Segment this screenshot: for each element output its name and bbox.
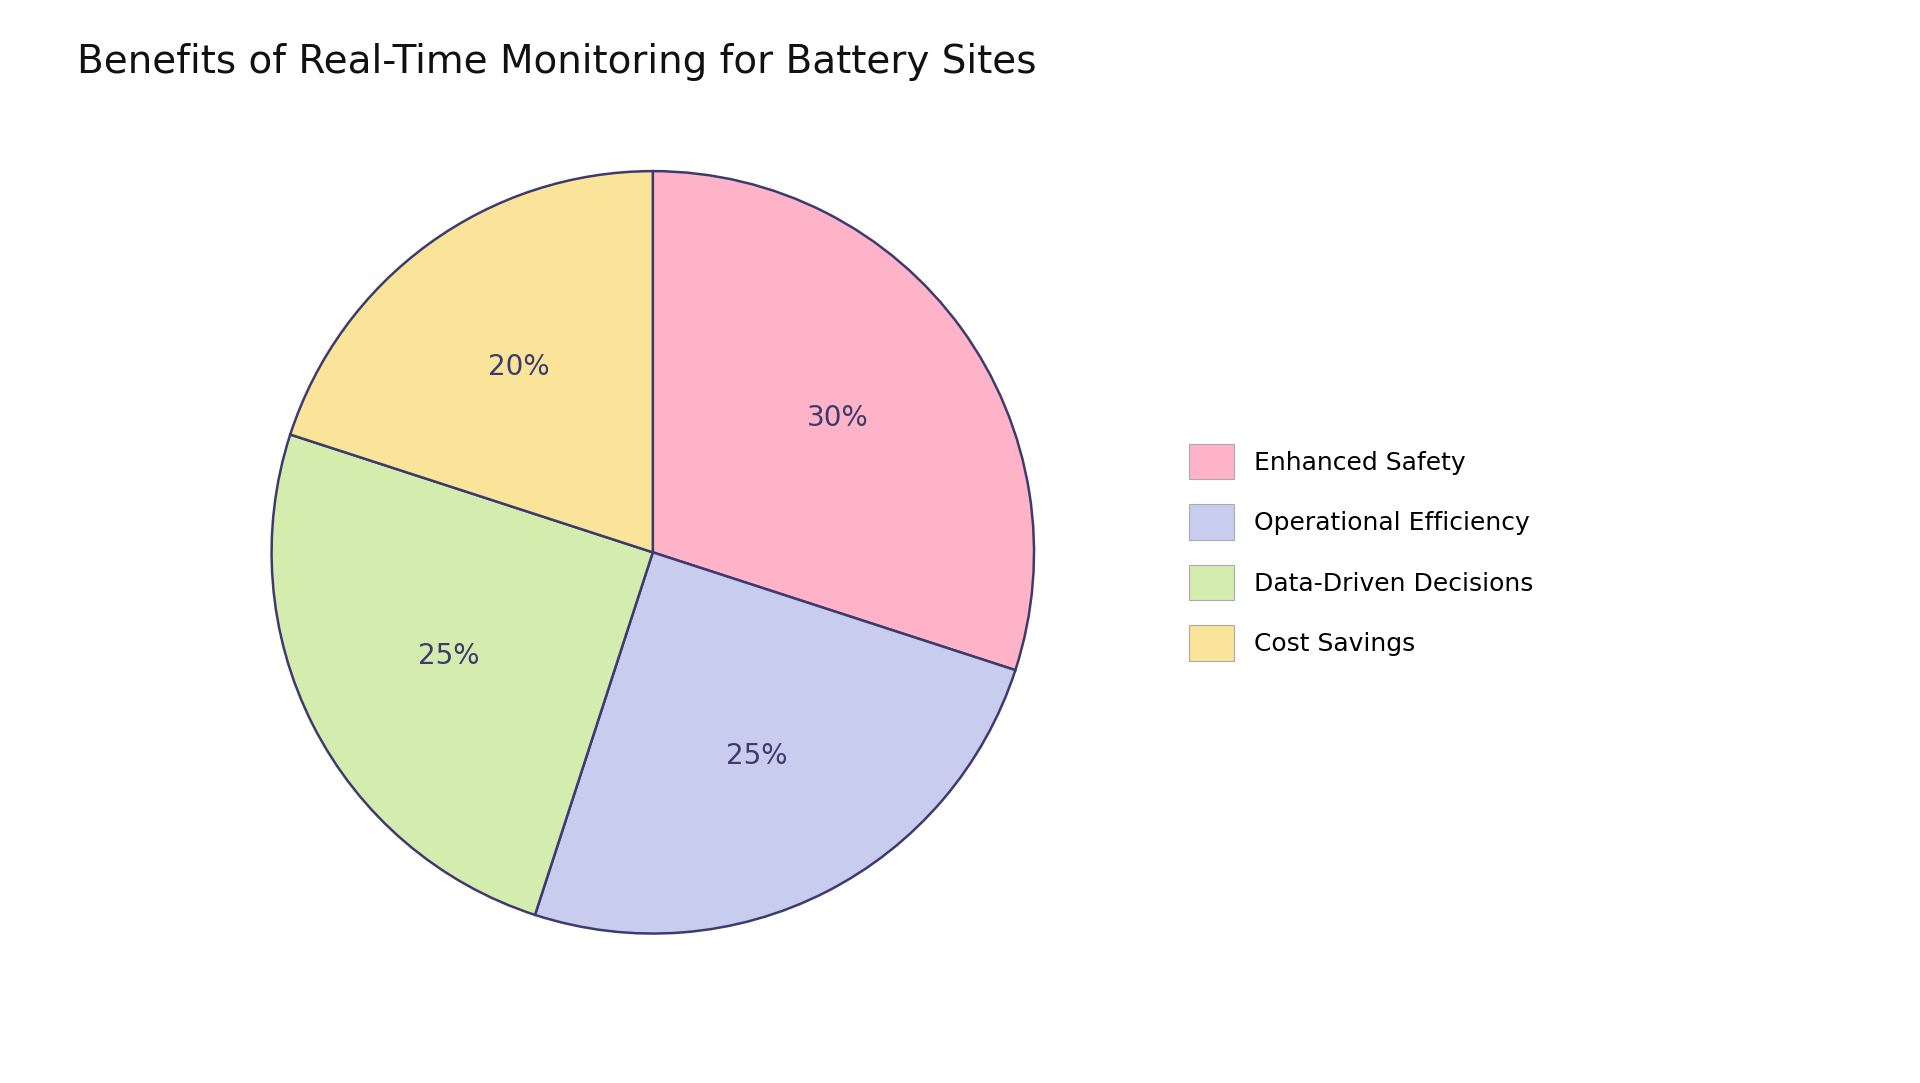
Text: Benefits of Real-Time Monitoring for Battery Sites: Benefits of Real-Time Monitoring for Bat… bbox=[77, 43, 1037, 81]
Wedge shape bbox=[653, 171, 1035, 670]
Wedge shape bbox=[536, 552, 1016, 934]
Text: 25%: 25% bbox=[419, 642, 480, 670]
Wedge shape bbox=[271, 434, 653, 915]
Text: 20%: 20% bbox=[488, 353, 549, 381]
Text: 30%: 30% bbox=[806, 404, 868, 432]
Wedge shape bbox=[290, 171, 653, 552]
Legend: Enhanced Safety, Operational Efficiency, Data-Driven Decisions, Cost Savings: Enhanced Safety, Operational Efficiency,… bbox=[1190, 444, 1534, 661]
Text: 25%: 25% bbox=[726, 742, 787, 770]
